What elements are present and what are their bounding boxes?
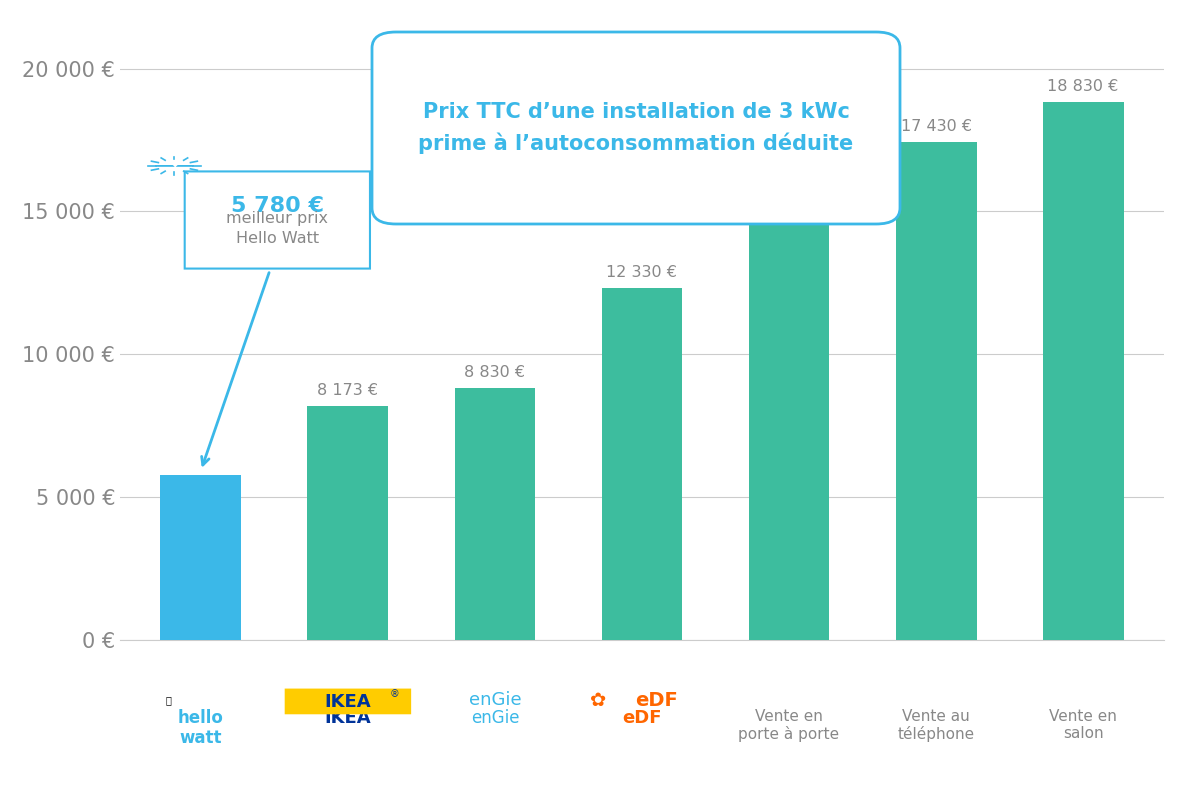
Text: 12 330 €: 12 330 € [606, 265, 678, 280]
FancyBboxPatch shape [284, 689, 412, 714]
Bar [749, 216, 829, 640]
Text: ®: ® [390, 690, 400, 699]
Text: Prix TTC d’une installation de 3 kWc
prime à l’autoconsommation déduite: Prix TTC d’une installation de 3 kWc pri… [419, 102, 853, 154]
Bar [307, 406, 389, 640]
Text: meilleur prix
Hello Watt: meilleur prix Hello Watt [227, 211, 329, 246]
Text: eDF: eDF [635, 690, 678, 710]
Text: IKEA: IKEA [325, 709, 371, 726]
Text: 8 830 €: 8 830 € [464, 365, 526, 380]
Text: 8 173 €: 8 173 € [317, 383, 378, 398]
Bar [895, 142, 977, 640]
Text: enGie: enGie [470, 709, 520, 726]
Text: Vente en
porte à porte: Vente en porte à porte [738, 709, 840, 742]
Bar [161, 475, 241, 640]
Text: 5 780 €: 5 780 € [230, 196, 324, 216]
Text: ✿: ✿ [589, 690, 606, 710]
Text: 18 830 €: 18 830 € [1048, 79, 1118, 94]
Text: eDF: eDF [623, 709, 661, 726]
Text: 14 830 €: 14 830 € [754, 194, 824, 208]
Text: 💡: 💡 [166, 695, 172, 705]
Bar [601, 288, 683, 640]
Text: Vente en
salon: Vente en salon [1049, 709, 1117, 741]
Text: enGie: enGie [469, 691, 521, 709]
Text: ✦: ✦ [169, 159, 180, 172]
Text: Vente au
téléphone: Vente au téléphone [898, 709, 974, 742]
Text: 17 430 €: 17 430 € [900, 119, 972, 134]
Bar [1043, 102, 1123, 640]
Text: IKEA: IKEA [325, 693, 371, 711]
Text: hello
watt: hello watt [178, 709, 224, 747]
Bar [455, 388, 535, 640]
FancyBboxPatch shape [185, 171, 370, 269]
